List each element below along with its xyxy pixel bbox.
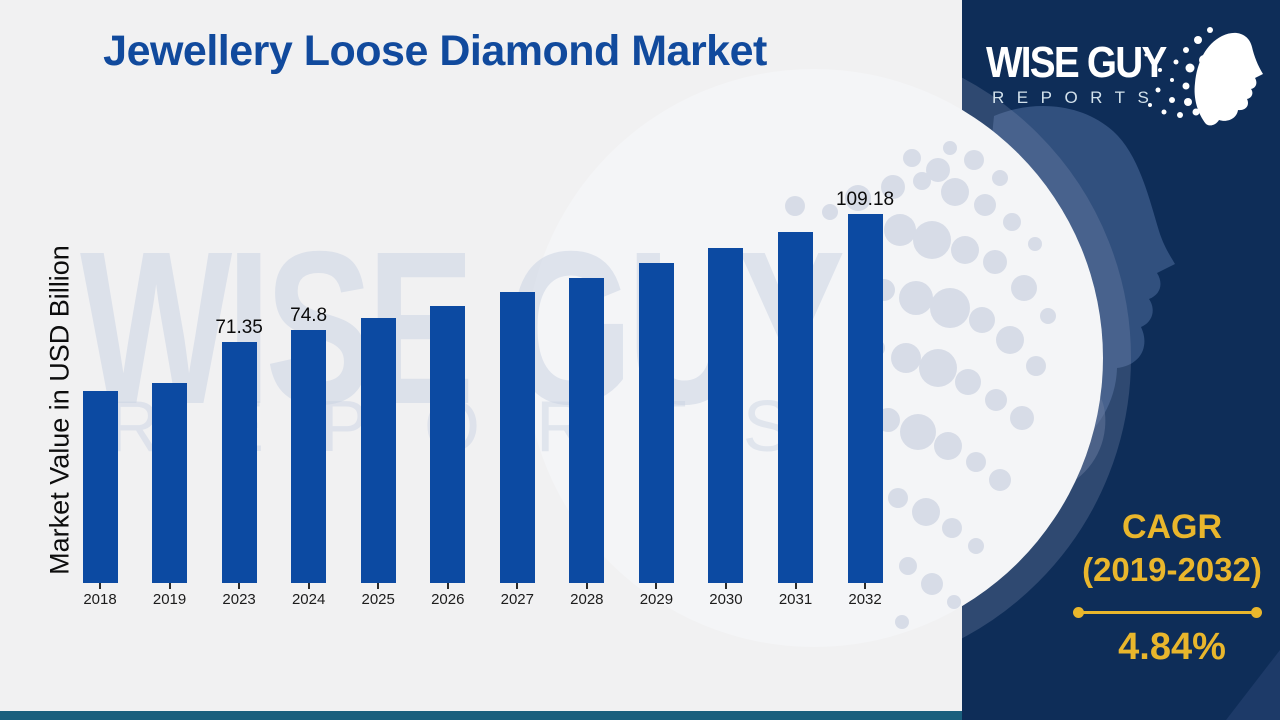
bar-2019 <box>152 383 188 583</box>
x-axis-tick-2028 <box>585 583 588 589</box>
x-axis-tick-2027 <box>516 583 519 589</box>
logo-face-icon <box>1144 27 1263 126</box>
x-axis-label-2025: 2025 <box>361 591 395 608</box>
x-axis-label-2031: 2031 <box>778 591 813 608</box>
bar-2018 <box>82 391 118 583</box>
bar-value-label-2023: 71.35 <box>215 317 263 339</box>
x-axis-label-2032: 2032 <box>848 591 882 608</box>
watermark-dots <box>785 141 1056 629</box>
bar-2025 <box>360 318 396 583</box>
cagr-value: 4.84% <box>1118 626 1226 668</box>
x-axis-label-2024: 2024 <box>291 591 326 608</box>
x-axis-label-2030: 2030 <box>709 591 743 608</box>
x-axis-label-2027: 2027 <box>500 591 534 608</box>
bar-2024 <box>291 330 327 583</box>
x-axis-tick-2029 <box>655 583 658 589</box>
x-axis-label-2018: 2018 <box>83 591 117 608</box>
logo-reports-text: REPORTS <box>992 88 1162 107</box>
x-axis-tick-2024 <box>307 583 310 589</box>
x-axis-tick-2019 <box>168 583 171 589</box>
bar-2030 <box>708 247 744 583</box>
bar-2031 <box>778 231 813 583</box>
x-axis-tick-2023 <box>238 583 241 589</box>
x-axis-tick-2032 <box>864 583 867 589</box>
bar-2027 <box>499 291 535 583</box>
x-axis-label-2023: 2023 <box>222 591 256 608</box>
bar-2029 <box>638 262 674 583</box>
page-title: Jewellery Loose Diamond Market <box>103 27 767 75</box>
x-axis-tick-2030 <box>724 583 727 589</box>
bar-2023 <box>221 342 257 583</box>
bar-2028 <box>569 277 605 583</box>
x-axis-tick-2026 <box>446 583 449 589</box>
bottom-teal-strip <box>0 711 962 720</box>
x-axis-label-2019: 2019 <box>152 591 187 608</box>
cagr-divider-line <box>1073 607 1262 618</box>
x-axis-tick-2025 <box>377 583 380 589</box>
x-axis-tick-2031 <box>794 583 797 589</box>
bar-value-label-2032: 109.18 <box>835 189 895 211</box>
cagr-range: (2019-2032) <box>1082 551 1262 588</box>
x-axis-tick-2018 <box>99 583 101 589</box>
cagr-label: CAGR <box>1121 508 1223 546</box>
bar-2032 <box>847 214 883 583</box>
x-axis-label-2029: 2029 <box>639 591 674 608</box>
bar-value-label-2024: 74.8 <box>290 305 328 327</box>
bar-2026 <box>430 305 466 583</box>
x-axis-label-2028: 2028 <box>570 591 604 608</box>
logo-wiseguy-text: WISE GUY <box>986 38 1167 87</box>
corner-accent <box>1226 650 1280 720</box>
x-axis-label-2026: 2026 <box>431 591 465 608</box>
